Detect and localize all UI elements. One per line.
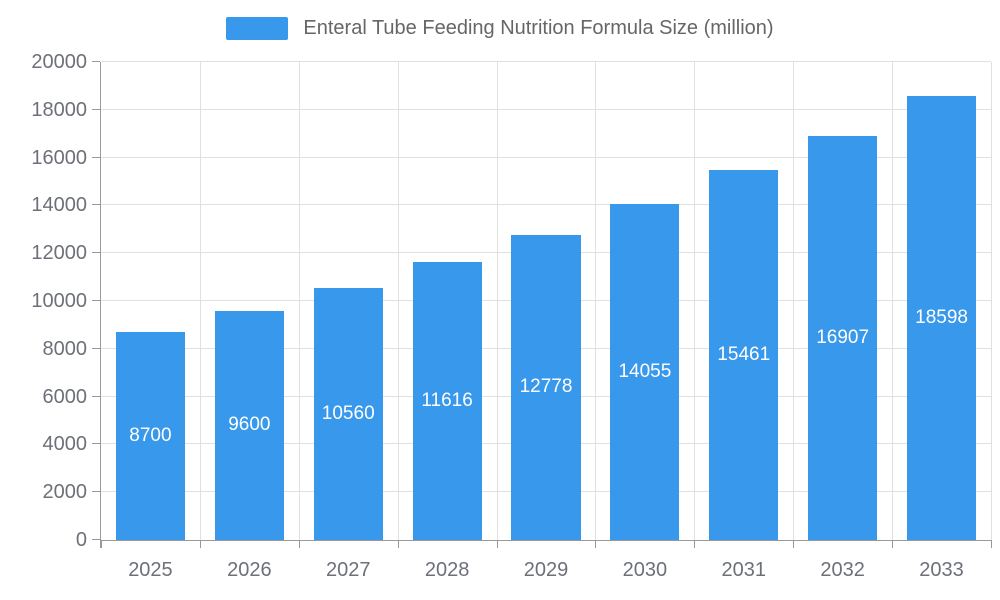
bar-value-label: 11616 (421, 390, 473, 412)
bar[interactable]: 18598 (906, 95, 977, 540)
horizontal-gridline (101, 204, 991, 206)
y-axis-tick-label: 4000 (42, 433, 88, 456)
x-axis-tick (694, 540, 696, 548)
vertical-gridline (991, 62, 992, 540)
bar[interactable]: 9600 (214, 310, 284, 540)
plot-area: 8700 9600 10560 11616 12778 14055 15461 16907 18… (92, 61, 992, 548)
y-axis-tick (92, 61, 100, 62)
bar[interactable]: 14055 (610, 204, 680, 540)
vertical-gridline (595, 62, 597, 540)
bar-value-label: 18598 (915, 306, 968, 328)
y-axis-tick-label: 14000 (31, 194, 87, 217)
bar-value-label: 15461 (717, 344, 771, 366)
bar-value-label: 12778 (519, 376, 573, 398)
y-axis-tick (92, 204, 100, 206)
x-axis-category-label: 2026 (227, 559, 272, 581)
horizontal-gridline (101, 156, 991, 158)
vertical-gridline (298, 62, 300, 540)
y-axis-tick (92, 443, 100, 445)
y-axis-tick (92, 252, 100, 254)
x-axis-category-label: 2032 (820, 559, 865, 581)
y-axis-tick (92, 108, 100, 110)
legend-marker-swatch[interactable] (226, 17, 289, 40)
bar[interactable]: 16907 (808, 135, 878, 540)
horizontal-gridline (101, 61, 991, 62)
vertical-gridline (694, 62, 696, 540)
x-axis-tick (397, 540, 399, 548)
y-axis-tick (92, 395, 100, 397)
x-axis-category-label: 2028 (424, 559, 470, 581)
x-axis: 2025 2026 2027 2028 2029 2030 2031 2032 2033 (101, 548, 991, 588)
y-axis-tick-label: 0 (75, 529, 87, 551)
y-axis-tick-label: 20000 (31, 51, 87, 73)
x-axis-tick (199, 540, 201, 548)
bar[interactable]: 15461 (709, 170, 779, 540)
vertical-gridline (397, 62, 399, 540)
bar[interactable]: 10560 (313, 287, 383, 540)
bar-value-label: 10560 (321, 402, 375, 424)
x-axis-tick (991, 540, 992, 548)
y-axis-tick-label: 8000 (42, 337, 88, 360)
x-axis-category-label: 2030 (622, 559, 668, 581)
x-axis-tick (101, 540, 102, 548)
y-axis-line (100, 62, 101, 548)
horizontal-gridline (101, 108, 991, 110)
bar-value-label: 8700 (129, 425, 172, 447)
y-axis: 0 2000 4000 6000 8000 10000 12000 14000 16000 180… (0, 52, 88, 550)
y-axis-tick-label: 18000 (31, 98, 87, 121)
x-axis-tick (793, 540, 795, 548)
bar-value-label: 9600 (228, 414, 271, 436)
y-axis-tick-label: 2000 (42, 481, 88, 504)
vertical-gridline (892, 62, 894, 540)
bar-value-label: 16907 (816, 326, 870, 348)
y-axis-tick (92, 300, 100, 301)
vertical-gridline (793, 62, 795, 540)
x-axis-category-label: 2025 (128, 559, 173, 581)
y-axis-tick (92, 491, 100, 493)
bar[interactable]: 12778 (511, 234, 581, 540)
y-axis-tick-label: 16000 (31, 146, 87, 169)
x-axis-category-label: 2031 (721, 559, 767, 581)
legend-label[interactable]: Enteral Tube Feeding Nutrition Formula S… (303, 17, 774, 39)
x-axis-category-label: 2033 (919, 559, 964, 581)
x-axis-category-label: 2027 (325, 559, 371, 581)
y-axis-tick (92, 156, 100, 158)
y-axis-tick-label: 6000 (42, 385, 88, 408)
vertical-gridline (496, 62, 498, 540)
vertical-gridline (199, 62, 201, 540)
bar[interactable]: 11616 (412, 262, 482, 540)
x-axis-tick (496, 540, 498, 548)
x-axis-tick (595, 540, 597, 548)
x-axis-tick (298, 540, 300, 548)
bar-value-label: 14055 (618, 361, 672, 383)
bar[interactable]: 8700 (115, 332, 186, 540)
legend[interactable]: Enteral Tube Feeding Nutrition Formula S… (0, 17, 1000, 40)
x-axis-tick (892, 540, 894, 548)
y-axis-tick (92, 539, 100, 540)
x-axis-line (100, 540, 991, 541)
x-axis-category-label: 2029 (523, 559, 569, 581)
y-axis-tick-label: 12000 (31, 242, 87, 265)
y-axis-tick (92, 347, 100, 349)
y-axis-tick-label: 10000 (31, 290, 87, 312)
